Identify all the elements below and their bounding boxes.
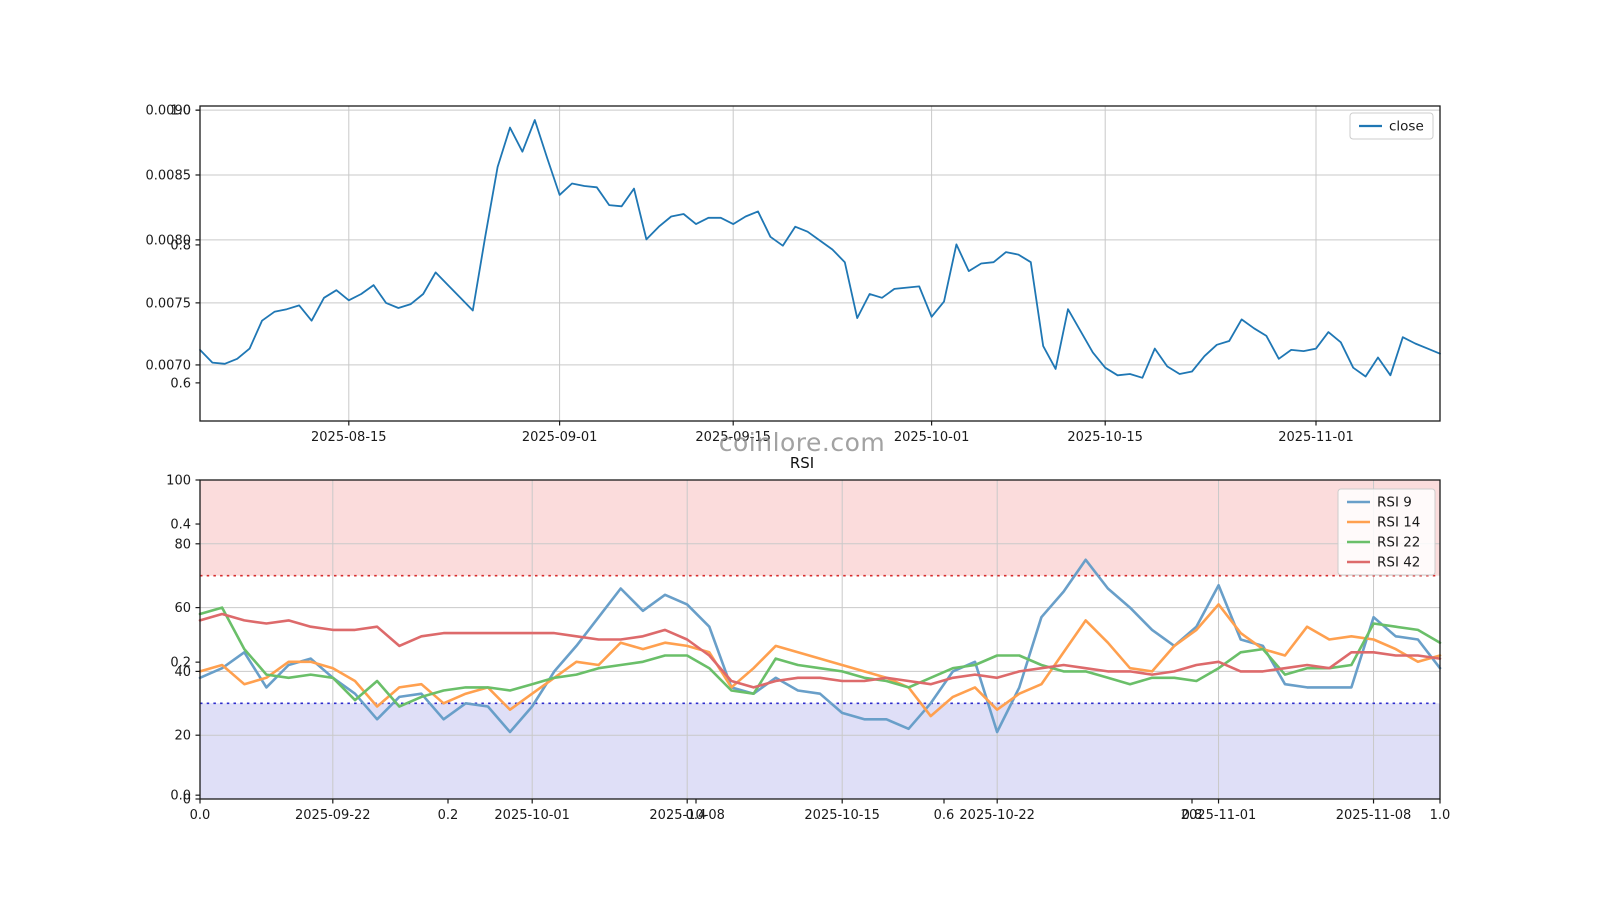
legend: close [1349, 112, 1434, 140]
overbought-band [200, 480, 1440, 576]
y-tick-label-value: 0.0075 [146, 296, 192, 311]
y-tick-label-value: 60 [174, 601, 191, 616]
rsi-chart-title: RSI [789, 454, 815, 472]
series-line-close [199, 119, 1441, 379]
legend-item: RSI 42 [1347, 555, 1420, 571]
legend-item: RSI 14 [1347, 515, 1420, 531]
legend-label: RSI 42 [1377, 555, 1420, 571]
y-tick-label-value: 0 [183, 793, 191, 808]
plot-border [199, 105, 1441, 422]
x-tick-label-numeric: 0.4 [686, 808, 707, 823]
x-tick-label-date: 2025-10-08 [649, 808, 725, 823]
y-tick-label-numeric: 0.0 [170, 789, 191, 804]
x-tick-label-numeric: 0.6 [934, 808, 955, 823]
y-tick-label-numeric: 0.4 [170, 518, 191, 533]
x-tick-label-numeric: 0.0 [190, 808, 211, 823]
plot-border [199, 479, 1441, 800]
x-tick-label-date: 2025-11-01 [1278, 430, 1354, 445]
series-line-rsi-14 [198, 603, 1442, 718]
x-tick-label-date: 2025-09-22 [295, 808, 371, 823]
x-tick-label-numeric: 0.2 [438, 808, 459, 823]
y-tick-label-numeric: 1.0 [170, 104, 191, 119]
chart-price: 2025-08-15 2025-09-01 2025-09-15 2025-10-01… [146, 104, 1441, 445]
legend-item: RSI 9 [1347, 495, 1412, 511]
y-tick-label-value: 0.0090 [146, 104, 192, 119]
y-tick-label-value: 20 [174, 729, 191, 744]
series-line-rsi-42 [198, 612, 1442, 689]
legend: RSI 9 RSI 14 RSI 22 RSI 42 [1337, 488, 1436, 576]
chart-rsi: 2025-09-22 2025-10-01 2025-10-08 2025-10-15… [166, 474, 1450, 824]
y-tick-label-value: 0.0080 [146, 233, 192, 248]
legend-label: close [1389, 119, 1424, 135]
x-tick-label-date: 2025-11-01 [1181, 808, 1257, 823]
x-tick-label-numeric: 0.8 [1182, 808, 1203, 823]
legend-label: RSI 9 [1377, 495, 1412, 511]
legend-box [1337, 488, 1436, 576]
x-tick-label-date: 2025-10-15 [1067, 430, 1143, 445]
watermark: coinlore.com [718, 428, 886, 457]
legend-label: RSI 22 [1377, 535, 1420, 551]
y-tick-label-numeric: 0.2 [170, 656, 191, 671]
y-tick-label-numeric: 0.6 [170, 376, 191, 391]
legend-label: RSI 14 [1377, 515, 1420, 531]
y-tick-label-value: 40 [174, 665, 191, 680]
legend-box [1349, 112, 1434, 140]
x-tick-label-date: 2025-10-01 [494, 808, 570, 823]
oversold-band [200, 703, 1440, 799]
x-tick-label-date: 2025-08-15 [311, 430, 387, 445]
y-tick-label-value: 80 [174, 537, 191, 552]
y-tick-label-value: 0.0085 [146, 168, 192, 183]
x-tick-label-date: 2025-11-08 [1336, 808, 1412, 823]
y-tick-label-numeric: 0.8 [170, 238, 191, 253]
series-line-rsi-22 [198, 606, 1442, 708]
x-tick-label-date: 2025-10-22 [959, 808, 1035, 823]
x-tick-label-numeric: 1.0 [1430, 808, 1451, 823]
x-tick-label-date: 2025-09-15 [695, 430, 771, 445]
x-tick-label-date: 2025-10-01 [894, 430, 970, 445]
legend-item: RSI 22 [1347, 535, 1420, 551]
y-tick-label-value: 0.0070 [146, 358, 192, 373]
x-tick-label-date: 2025-10-15 [804, 808, 880, 823]
legend-item: close [1359, 119, 1424, 135]
y-tick-label-value: 100 [166, 474, 191, 489]
x-tick-label-date: 2025-09-01 [522, 430, 598, 445]
